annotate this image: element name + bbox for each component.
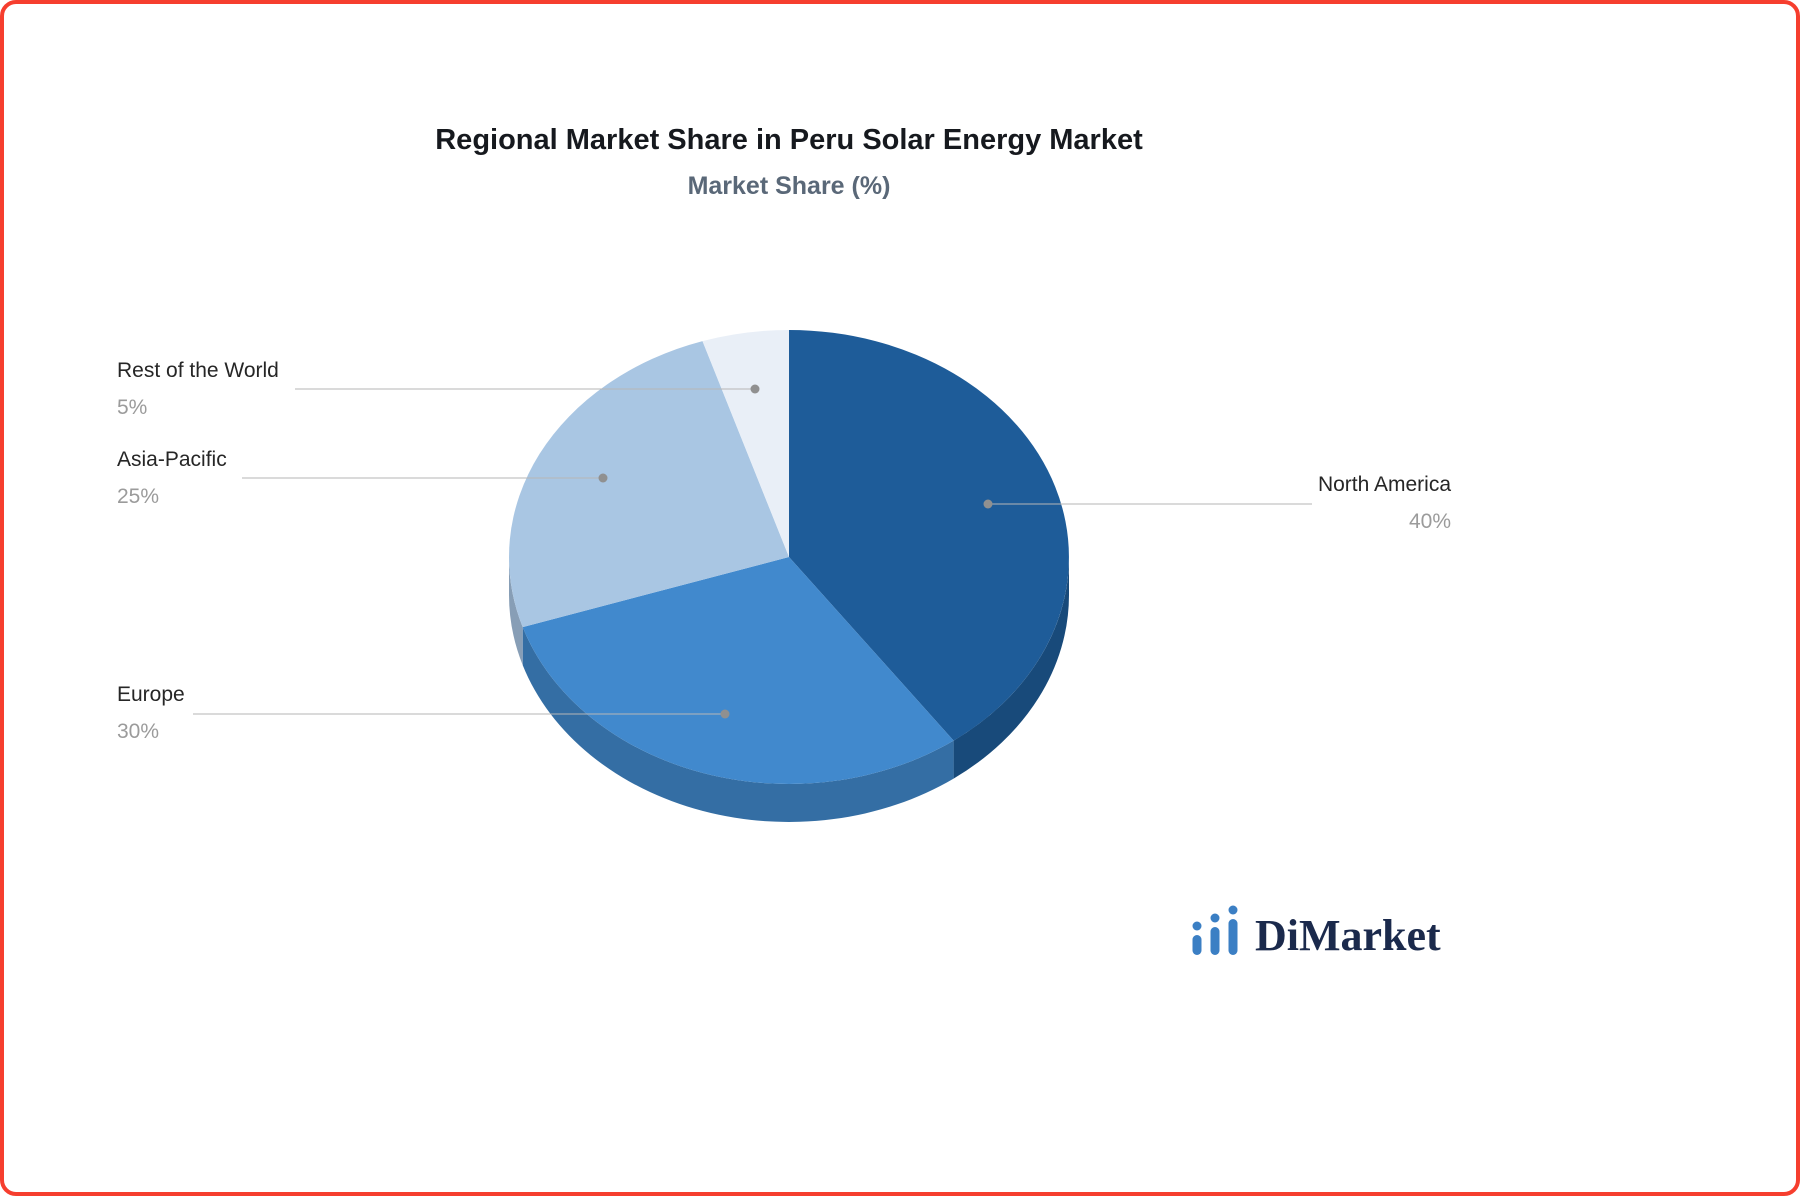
- leader-line-rest-of-the-world: [295, 384, 760, 394]
- pie-slice-side-north-america: [953, 557, 1069, 779]
- callout-leader-lines: [193, 384, 1312, 719]
- slice-label-europe: Europe: [117, 683, 185, 706]
- slice-label-rest-of-the-world: Rest of the World: [117, 359, 279, 382]
- bar-chart-logo-icon: [1192, 905, 1238, 955]
- leader-line-asia-pacific: [242, 473, 608, 483]
- pie-slice-side-asia-pacific: [509, 557, 523, 666]
- slice-value-rest-of-the-world: 5%: [117, 396, 148, 419]
- slice-label-asia-pacific: Asia-Pacific: [117, 448, 227, 471]
- slice-value-north-america: 40%: [1408, 510, 1451, 533]
- slice-label-north-america: North America: [1317, 473, 1451, 496]
- leader-line-north-america: [983, 499, 1312, 509]
- chart-subtitle: Market Share (%): [687, 172, 891, 200]
- pie-slice-north-america: [789, 330, 1069, 741]
- pie-slice-europe: [522, 557, 954, 784]
- callout-europe: Europe 30%: [117, 683, 185, 744]
- callout-north-america: North America 40%: [1318, 473, 1451, 534]
- slice-value-asia-pacific: 25%: [117, 485, 160, 508]
- logo-text: DiMarket: [1255, 911, 1441, 961]
- callout-asia-pacific: Asia-Pacific 25%: [117, 448, 227, 509]
- pie-chart: [509, 330, 1069, 822]
- callout-rest-of-the-world: Rest of the World 5%: [117, 359, 279, 420]
- slice-value-europe: 30%: [117, 720, 160, 743]
- leader-line-europe: [193, 709, 730, 719]
- pie-slice-asia-pacific: [509, 341, 789, 628]
- pie-slice-side-europe: [522, 627, 954, 822]
- pie-slice-rest-of-the-world: [702, 330, 789, 557]
- dimarket-logo: DiMarket: [1189, 903, 1441, 961]
- chart-title: Regional Market Share in Peru Solar Ener…: [435, 124, 1143, 156]
